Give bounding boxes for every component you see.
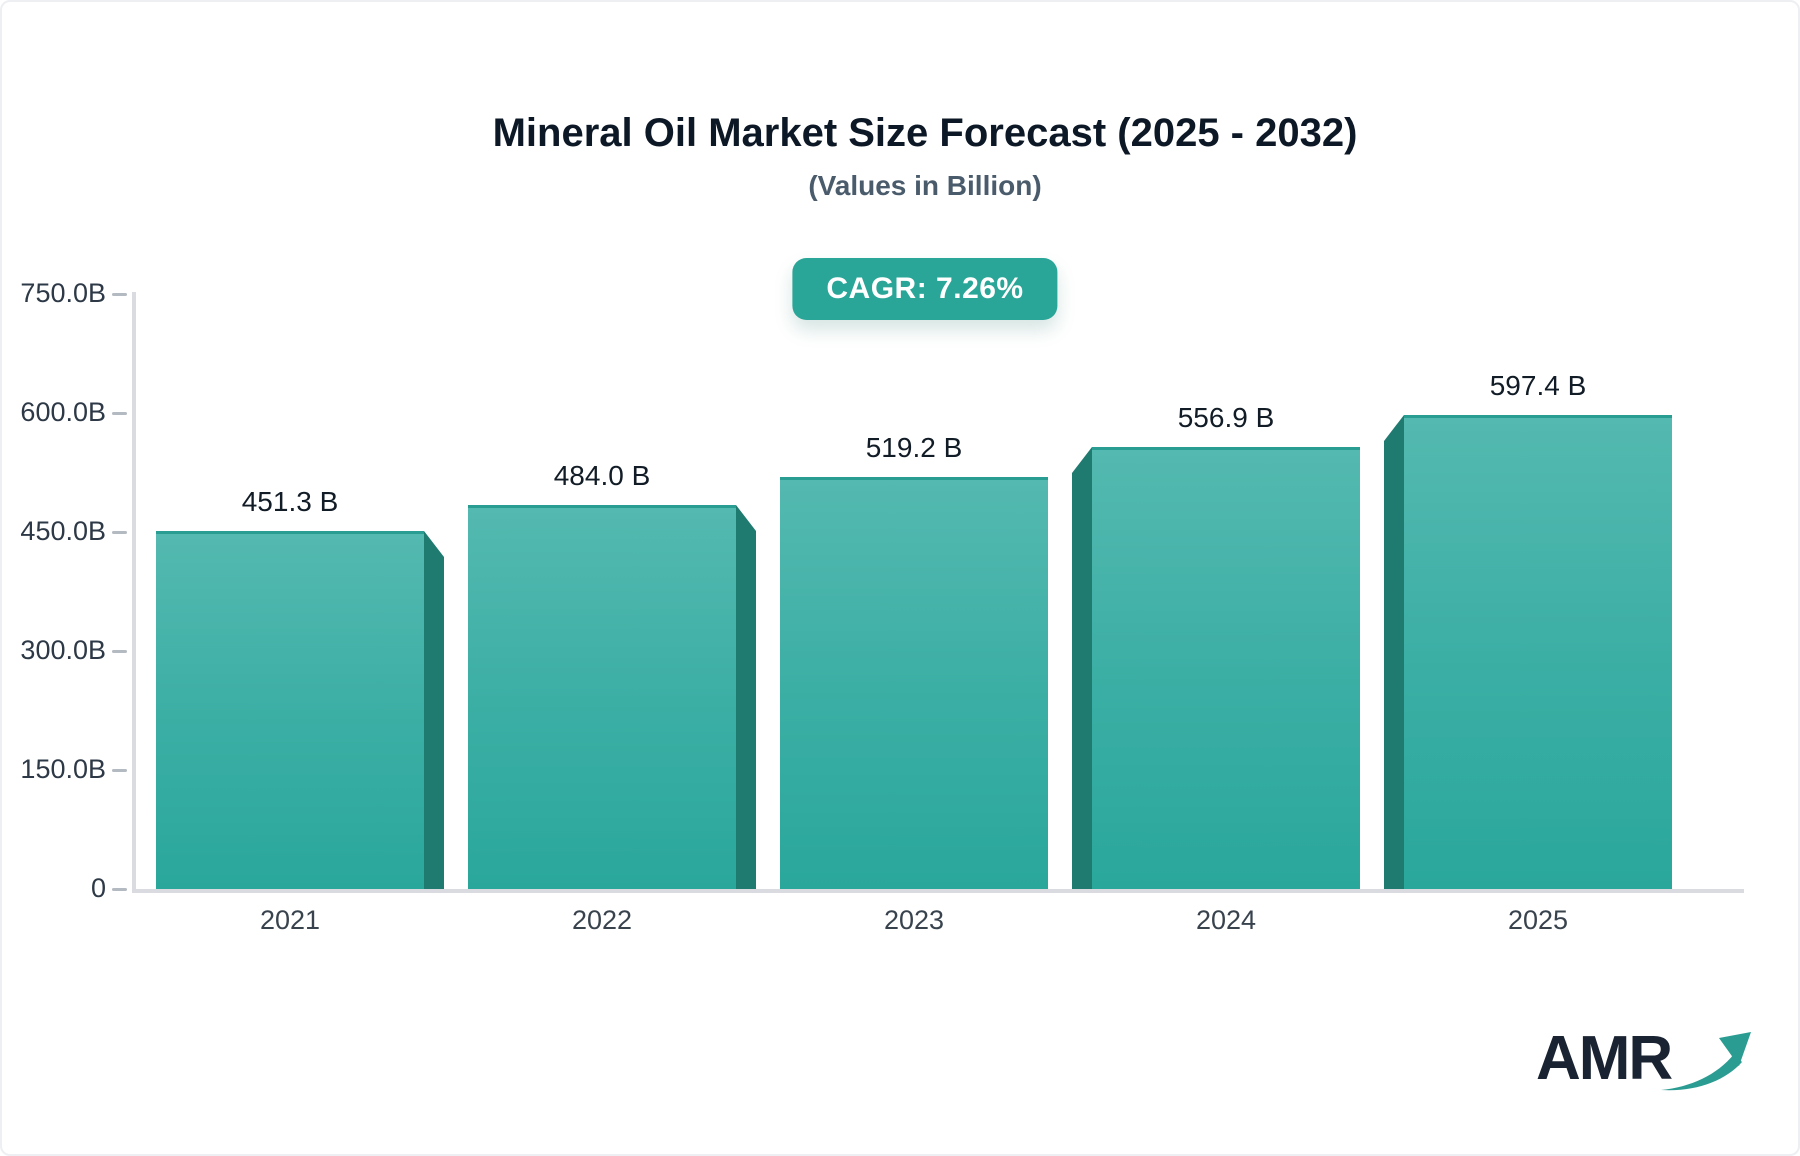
logo-text: AMR [1536, 1024, 1673, 1093]
bar-value-label: 597.4 B [1489, 370, 1587, 401]
y-tick-label: 600.0B [20, 397, 106, 427]
y-tick-dash [112, 412, 127, 415]
bar-side-face [736, 505, 756, 889]
y-tick-dash [112, 769, 127, 772]
y-tick-dash [112, 293, 127, 296]
bar [1404, 415, 1672, 889]
bar-value-label: 451.3 B [241, 486, 339, 517]
bar-side-face [424, 531, 444, 889]
x-axis-label: 2022 [571, 905, 633, 935]
bar-side-face [1072, 447, 1092, 889]
y-tick-label: 450.0B [20, 516, 106, 546]
bar-value-label: 484.0 B [553, 460, 651, 491]
bar [1092, 447, 1360, 889]
chart-subtitle: (Values in Billion) [808, 170, 1042, 201]
cagr-badge-label: CAGR: 7.26% [826, 272, 1024, 305]
y-axis [132, 292, 136, 893]
chart-title: Mineral Oil Market Size Forecast (2025 -… [492, 111, 1358, 155]
cagr-badge: CAGR: 7.26% [792, 258, 1058, 320]
x-axis-label: 2024 [1195, 905, 1257, 935]
x-axis-label: 2021 [259, 905, 321, 935]
y-tick-label: 300.0B [20, 635, 106, 665]
y-tick-dash [112, 531, 127, 534]
y-tick-label: 750.0B [20, 278, 106, 308]
y-tick-label: 0 [90, 873, 106, 903]
y-tick-dash [112, 888, 127, 891]
bar-value-label: 556.9 B [1177, 402, 1275, 433]
x-axis [132, 889, 1744, 893]
x-axis-label: 2023 [883, 905, 945, 935]
x-axis-label: 2025 [1507, 905, 1569, 935]
amr-logo: AMR [1536, 1028, 1755, 1096]
bar [156, 531, 424, 889]
bar [468, 505, 736, 889]
y-tick-dash [112, 650, 127, 653]
bar-value-label: 519.2 B [865, 432, 963, 463]
logo-arrow-icon [1661, 1032, 1752, 1091]
bar-side-face [1384, 415, 1404, 889]
y-tick-label: 150.0B [20, 754, 106, 784]
bar [780, 477, 1048, 889]
